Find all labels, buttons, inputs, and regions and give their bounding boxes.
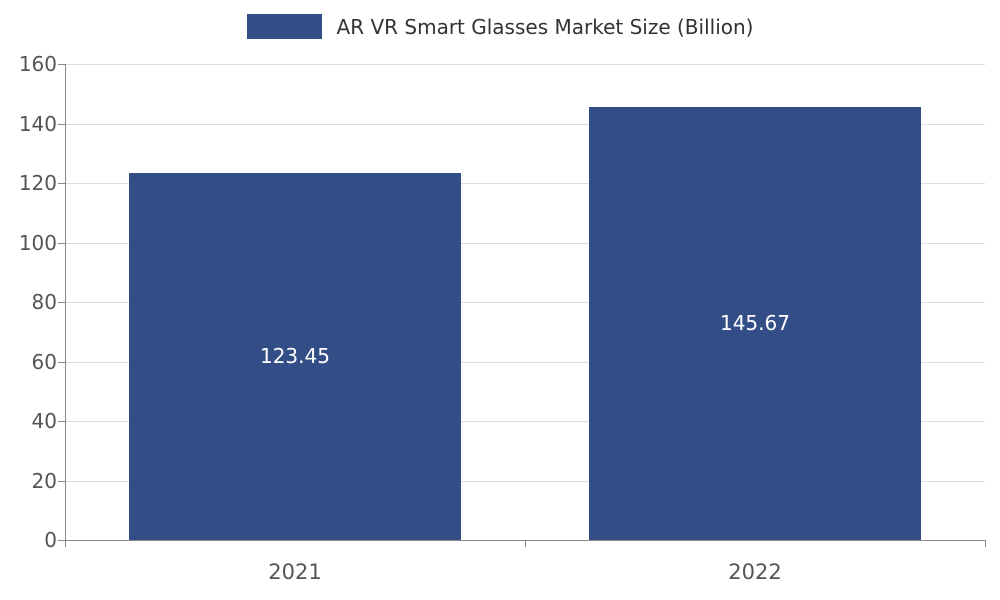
y-tick-label: 140 [18, 111, 57, 136]
x-tick-label: 2021 [268, 560, 322, 584]
legend-label: AR VR Smart Glasses Market Size (Billion… [336, 14, 754, 39]
y-tick-mark [58, 540, 65, 541]
y-tick-mark [58, 480, 65, 482]
y-tick-label: 20 [31, 468, 57, 493]
x-tick-label: 2022 [728, 560, 782, 584]
y-gridline [65, 361, 985, 363]
y-tick-label: 60 [31, 349, 57, 374]
y-gridline [65, 480, 985, 482]
y-tick-label: 80 [31, 290, 57, 314]
y-tick-label: 100 [18, 230, 57, 255]
y-tick-label: 0 [44, 528, 57, 552]
plot-area [65, 64, 985, 540]
y-tick-label: 160 [18, 52, 57, 76]
y-gridline [65, 421, 985, 422]
bar-2022: 145.67 [589, 106, 921, 540]
y-tick-mark [58, 64, 65, 65]
y-gridline [65, 123, 985, 125]
y-gridline [65, 183, 985, 184]
bar-value-label: 123.45 [259, 344, 330, 369]
y-axis-line [65, 64, 66, 540]
y-tick-mark [58, 123, 65, 125]
x-tick-mark [65, 540, 66, 547]
y-tick-mark [58, 302, 65, 303]
y-gridline [65, 302, 985, 303]
y-tick-mark [58, 421, 65, 422]
y-gridline [65, 242, 985, 244]
y-tick-mark [58, 242, 65, 244]
y-tick-mark [58, 361, 65, 363]
bar-2021: 123.45 [129, 172, 461, 540]
x-tick-mark [525, 540, 526, 547]
bar-value-label: 145.67 [719, 311, 790, 336]
chart-legend: AR VR Smart Glasses Market Size (Billion… [0, 14, 1000, 39]
x-tick-mark [985, 540, 986, 547]
legend-swatch [246, 14, 322, 39]
y-tick-label: 40 [31, 409, 57, 433]
y-tick-mark [58, 183, 65, 184]
y-tick-label: 120 [18, 171, 57, 195]
y-gridline [65, 64, 985, 65]
